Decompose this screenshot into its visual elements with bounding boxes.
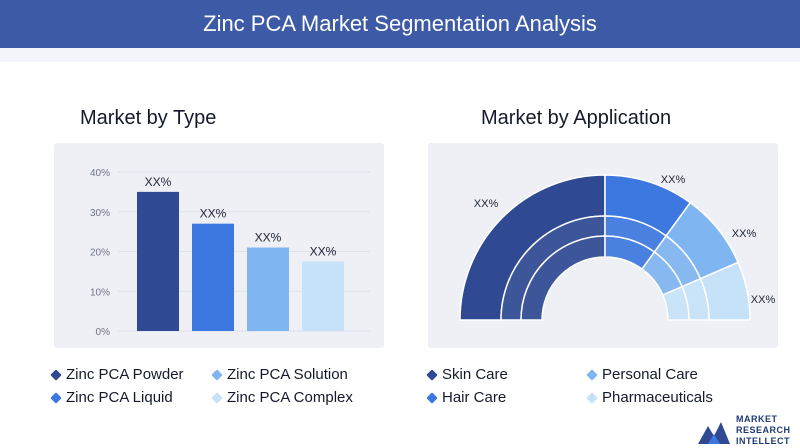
logo-mountain-accent-icon — [708, 434, 720, 444]
y-tick-label: 0% — [96, 327, 111, 338]
application-chart-title: Market by Application — [481, 107, 672, 129]
legend-item-liquid: Zinc PCA Liquid — [50, 389, 173, 406]
legend-item-pharmaceuticals: Pharmaceuticals — [586, 389, 713, 406]
y-tick-label: 40% — [90, 168, 110, 179]
bar-data-label: XX% — [310, 244, 337, 258]
legend-label: Hair Care — [442, 389, 507, 406]
legend-swatch — [586, 391, 598, 404]
market-research-intellect-logo — [698, 422, 730, 444]
legend-label: Zinc PCA Solution — [227, 366, 348, 383]
legend-swatch — [211, 391, 223, 404]
header-banner — [0, 0, 800, 48]
logo-text-research: RESEARCH — [736, 425, 791, 435]
bar-data-label: XX% — [145, 175, 172, 189]
slice-pharmaceuticals — [661, 285, 690, 321]
legend-swatch — [426, 391, 438, 404]
legend-item-skin-care: Skin Care — [426, 366, 508, 383]
legend-label: Zinc PCA Powder — [66, 366, 184, 383]
logo-mountain-icon — [698, 422, 730, 444]
legend-swatch — [426, 368, 438, 381]
legend-item-powder: Zinc PCA Powder — [50, 366, 184, 383]
logo-text-intellect: INTELLECT — [736, 436, 790, 446]
bar-data-label: XX% — [200, 207, 227, 221]
legend-swatch — [586, 368, 598, 381]
legend-label: Zinc PCA Liquid — [66, 389, 173, 406]
legend-label: Personal Care — [602, 366, 698, 383]
legend-swatch — [211, 368, 223, 381]
legend-item-personal-care: Personal Care — [586, 366, 698, 383]
legend-item-complex: Zinc PCA Complex — [211, 389, 353, 406]
legend-swatch — [50, 368, 62, 381]
y-tick-label: 20% — [90, 248, 110, 259]
legend-item-hair-care: Hair Care — [426, 389, 507, 406]
type-chart-title: Market by Type — [80, 107, 217, 129]
bar-zinc-pca-solution — [247, 247, 289, 331]
slice-data-label: XX% — [661, 174, 686, 186]
bar-zinc-pca-powder — [137, 191, 179, 331]
y-tick-label: 30% — [90, 208, 110, 219]
page-title: Zinc PCA Market Segmentation Analysis — [203, 11, 597, 36]
legend-swatch — [50, 391, 62, 404]
bar-zinc-pca-liquid — [192, 223, 234, 331]
legend-label: Zinc PCA Complex — [227, 389, 353, 406]
logo-text-market: MARKET — [736, 414, 778, 424]
legend-label: Skin Care — [442, 366, 508, 383]
bar-zinc-pca-complex — [302, 261, 344, 331]
legend-item-solution: Zinc PCA Solution — [211, 366, 348, 383]
y-tick-label: 10% — [90, 287, 110, 298]
legend-label: Pharmaceuticals — [602, 389, 713, 406]
slice-data-label: XX% — [732, 228, 757, 240]
slice-data-label: XX% — [474, 198, 499, 210]
bar-data-label: XX% — [255, 231, 282, 245]
slice-data-label: XX% — [751, 294, 776, 306]
